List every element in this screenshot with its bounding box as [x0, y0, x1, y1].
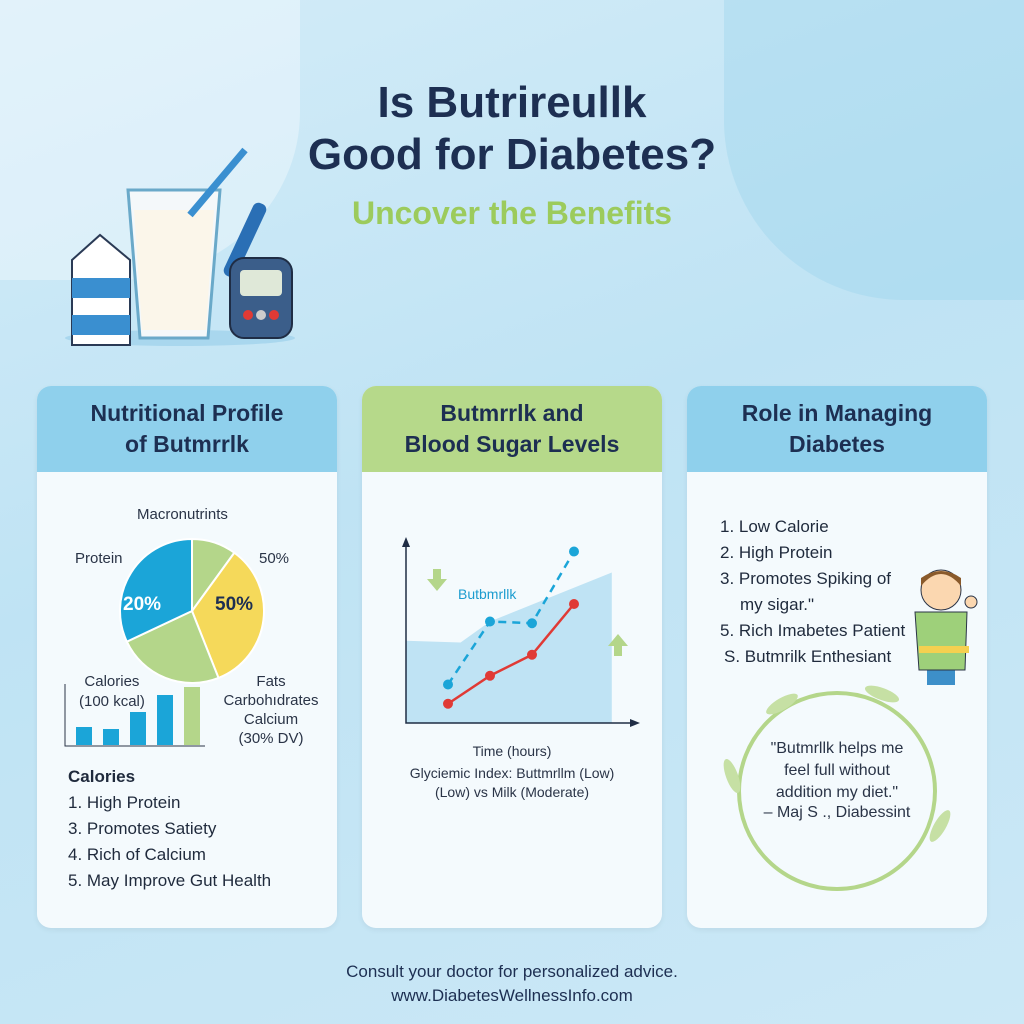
arrow-down-icon	[427, 569, 447, 591]
bar-axis	[64, 684, 205, 747]
title-line2: Good for Diabetes?	[307, 130, 717, 179]
bar	[184, 687, 200, 745]
testimonial-quote: "Butmrllk helps me feel full without add…	[770, 740, 904, 801]
bar	[76, 727, 92, 745]
list-item: 5. May Improve Gut Health	[68, 871, 272, 890]
data-point	[527, 618, 537, 629]
caption: (Low) vs Milk (Moderate)	[434, 784, 590, 800]
pie-title: Macronutrints	[137, 506, 228, 523]
calories-bar-chart	[64, 684, 205, 747]
series-line	[447, 603, 575, 705]
glucose-meter-icon	[229, 257, 293, 339]
title-line1: Is Butrireullk	[377, 78, 647, 127]
bar	[103, 729, 119, 745]
list-item: 3. Promotes Spiking of	[720, 569, 892, 588]
data-point	[443, 698, 453, 709]
data-point	[569, 599, 579, 609]
card-title: Nutritional Profile of Butmrrlk	[37, 386, 337, 472]
subtitle: Uncover the Benefits	[351, 195, 673, 231]
bar	[130, 712, 146, 745]
data-point	[485, 616, 495, 627]
blood-sugar-card: Butmrrlk and Blood Sugar Levels Butbmrll…	[362, 386, 662, 928]
footer-disclaimer: Consult your doctor for personalized adv…	[346, 962, 678, 981]
glass-icon	[126, 147, 248, 340]
pie-label-blue: 20%	[123, 594, 162, 615]
card-title: Role in Managing Diabetes	[687, 386, 987, 472]
legend-item: (30% DV)	[238, 730, 304, 747]
buttermilk-illustration	[65, 147, 295, 346]
list-item: 2. High Protein	[720, 543, 833, 562]
leaf-wreath	[723, 685, 951, 891]
blood-sugar-line-chart	[402, 537, 640, 727]
list-item: 3. Promotes Satiety	[68, 819, 217, 838]
pie-slice	[119, 537, 193, 643]
pie-slice	[190, 551, 265, 680]
list-item: 5. Rich Imabetes Patient	[720, 621, 906, 640]
data-point	[485, 670, 495, 681]
protein-label: Protein	[75, 550, 123, 567]
data-point	[443, 679, 453, 690]
series-label: Butbmrllk	[458, 586, 517, 602]
list-item: my sigar."	[740, 595, 815, 614]
legend-item: Calcium	[243, 711, 299, 728]
chart-area	[406, 572, 612, 723]
x-arrow-icon	[630, 719, 640, 727]
list-title: Calories	[68, 767, 136, 786]
macronutrient-pie-chart	[119, 537, 265, 684]
y-arrow-icon	[402, 537, 410, 547]
series-line	[446, 550, 576, 686]
pie-label-yellow: 50%	[215, 594, 254, 615]
pie-slice	[125, 609, 220, 684]
testimonial-author: – Maj S ., Diabessint	[763, 804, 911, 821]
list-item: 1. High Protein	[68, 793, 181, 812]
x-axis-label: Time (hours)	[472, 743, 552, 759]
list-item: S. Butmrilk Enthesiant	[724, 647, 892, 666]
pen-icon	[223, 202, 267, 278]
calories-label: Calories (100 kcal)	[79, 673, 145, 710]
arrow-up-icon	[608, 634, 628, 656]
legend-item: Carbohıdrates	[223, 692, 319, 709]
bar	[157, 695, 173, 745]
card-title: Butmrrlk and Blood Sugar Levels	[362, 386, 662, 472]
nutritional-profile-card: Nutritional Profile of Butmrrlk Macronut…	[37, 386, 337, 928]
legend-item: Fats	[256, 673, 286, 690]
list-item: 1. Low Calorie	[720, 517, 829, 536]
caption: Glyciemic Index: Buttmrllm (Low)	[409, 765, 615, 781]
pie-pct-label: 50%	[259, 550, 290, 567]
list-item: 4. Rich of Calcium	[68, 845, 206, 864]
milk-carton-icon	[71, 233, 131, 346]
person-thumbs-up-icon	[914, 569, 978, 685]
managing-diabetes-card: Role in Managing Diabetes 1. Low Calorie…	[687, 386, 987, 928]
chart-axes	[405, 541, 637, 724]
data-point	[569, 546, 579, 557]
footer-website-link[interactable]: www.DiabetesWellnessInfo.com	[391, 986, 633, 1005]
data-point	[527, 649, 537, 660]
